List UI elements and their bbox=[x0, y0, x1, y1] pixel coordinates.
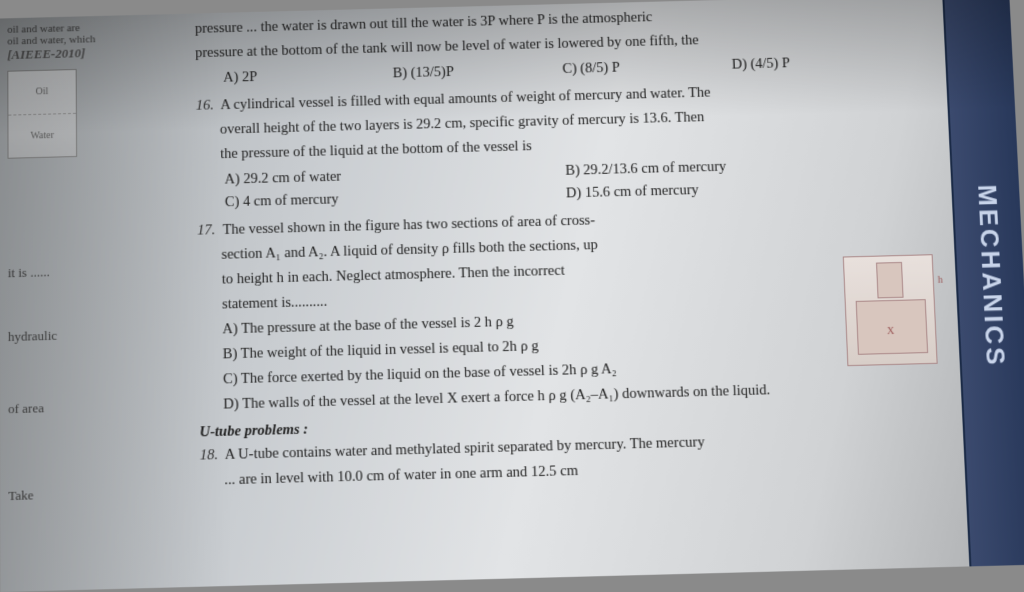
q15-opt-c: C) (8/5) P bbox=[558, 54, 728, 81]
diagram-label-water: Water bbox=[8, 113, 76, 157]
figure-label-h: h bbox=[938, 275, 944, 286]
q15-opt-a: A) 2P bbox=[219, 63, 389, 90]
exam-reference: [AIEEE-2010] bbox=[7, 43, 183, 63]
main-text-column: pressure ... the water is drawn out till… bbox=[187, 0, 953, 505]
q17-text1: The vessel shown in the figure has two s… bbox=[222, 213, 595, 238]
page-surface: oil and water are oil and water, which [… bbox=[0, 0, 1024, 592]
q15-opt-d: D) (4/5) P bbox=[727, 50, 897, 77]
figure-label-x: X bbox=[887, 326, 895, 337]
q16-number: 16. bbox=[196, 96, 218, 117]
q17-number: 17. bbox=[197, 220, 219, 241]
q18-number: 18. bbox=[200, 445, 222, 467]
q17-vessel-figure: X h bbox=[843, 254, 938, 366]
diagram-label-oil: Oil bbox=[8, 70, 76, 115]
book-spine: MECHANICS bbox=[942, 0, 1024, 566]
oil-water-diagram: Oil Water bbox=[7, 69, 77, 159]
left-margin-column: oil and water are oil and water, which [… bbox=[0, 14, 193, 592]
q15-opt-b: B) (13/5)P bbox=[389, 59, 559, 86]
margin-note-take: Take bbox=[8, 483, 188, 504]
spine-title: MECHANICS bbox=[971, 184, 1011, 368]
figure-section-a1 bbox=[876, 262, 904, 298]
